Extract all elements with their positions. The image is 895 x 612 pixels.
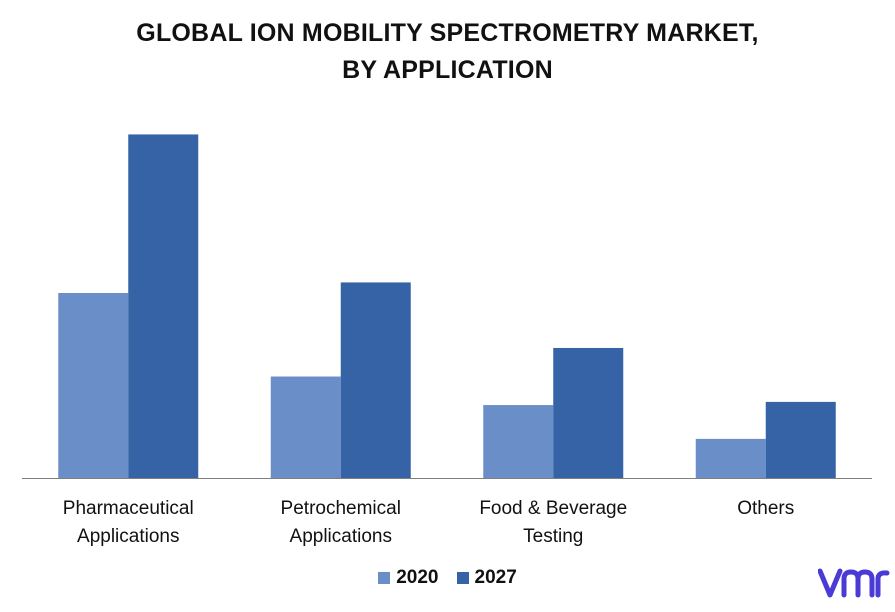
bar-2027-category-2 (553, 347, 624, 478)
x-tick-label-1-line-1: Applications (290, 526, 392, 547)
bar-2027-category-3 (765, 401, 836, 478)
x-tick-label-3: Others (737, 498, 794, 519)
legend-label-2020: 2020 (396, 567, 439, 588)
legend-swatch-2020 (378, 572, 391, 584)
x-tick-label-2-line-1: Testing (523, 526, 583, 547)
bar-2020-category-0 (58, 293, 129, 478)
x-tick-label-1: Petrochemical Applications (281, 498, 401, 547)
x-tick-label-1-line-0: Petrochemical (281, 498, 401, 519)
vmr-logo-icon (818, 568, 890, 598)
chart-title-line-1: GLOBAL ION MOBILITY SPECTROMETRY MARKET, (136, 19, 759, 47)
legend-swatch-2027 (456, 572, 469, 584)
legend-label-2027: 2027 (474, 567, 517, 588)
legend-item-2027: 2027 (456, 567, 517, 589)
x-tick-label-0-line-1: Applications (77, 526, 179, 547)
chart-title-line-2: BY APPLICATION (342, 56, 553, 84)
chart-legend: 2020 2027 (0, 567, 895, 589)
x-tick-label-2: Food & Beverage Testing (479, 498, 627, 547)
x-tick-label-2-line-0: Food & Beverage (479, 498, 627, 519)
legend-item-2020: 2020 (378, 567, 439, 589)
x-tick-label-0-line-0: Pharmaceutical (63, 498, 194, 519)
bar-2027-category-0 (128, 134, 199, 478)
bar-2020-category-3 (695, 438, 766, 478)
bar-2027-category-1 (340, 282, 411, 478)
x-tick-label-0: Pharmaceutical Applications (63, 498, 194, 547)
x-tick-label-3-line-0: Others (737, 498, 794, 519)
bar-2020-category-1 (270, 376, 341, 478)
bar-2020-category-2 (483, 405, 554, 478)
